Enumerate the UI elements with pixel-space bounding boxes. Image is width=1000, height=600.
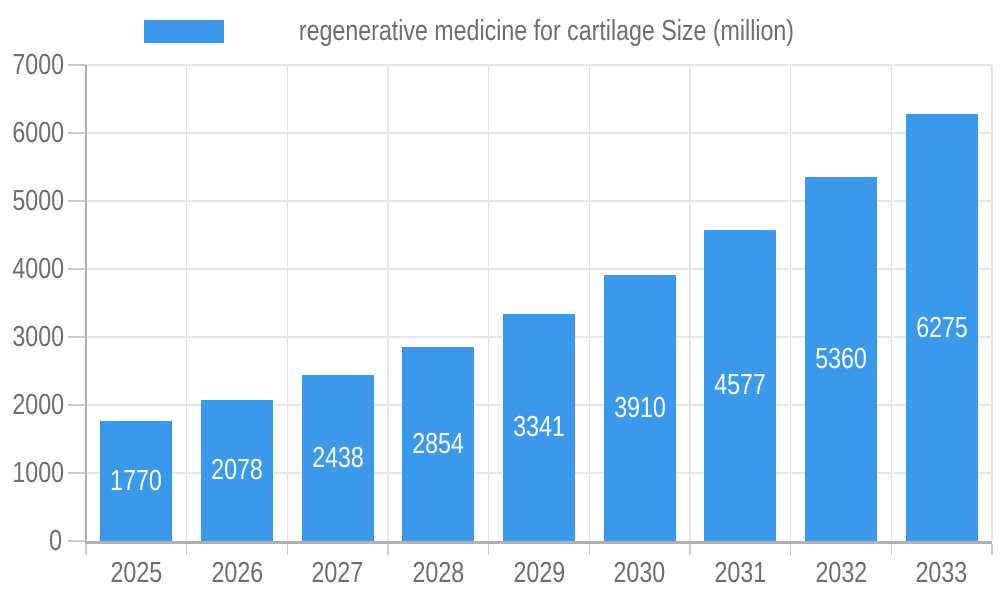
y-tick-mark <box>68 64 86 66</box>
bar-value-label: 4577 <box>714 369 767 402</box>
y-tick-mark <box>68 540 86 542</box>
x-gridline <box>185 65 188 541</box>
x-tick-mark <box>991 543 993 555</box>
x-tick-mark <box>487 543 490 555</box>
y-tick-label: 4000 <box>12 253 65 285</box>
bar[interactable] <box>301 375 374 541</box>
x-gridline <box>789 65 792 541</box>
x-tick-mark <box>890 543 893 555</box>
y-tick-label: 5000 <box>12 185 65 217</box>
y-tick-mark <box>68 472 86 474</box>
y-tick-mark <box>68 268 86 270</box>
x-tick-label: 2032 <box>815 557 867 589</box>
x-gridline <box>890 65 893 541</box>
x-axis-line <box>86 541 992 544</box>
x-tick-mark <box>789 543 792 555</box>
x-tick-mark <box>689 543 691 555</box>
bar-value-label: 3341 <box>513 411 565 444</box>
bar-value-label: 1770 <box>110 464 163 497</box>
y-axis-line <box>85 65 87 554</box>
y-gridline <box>86 200 992 202</box>
x-tick-label: 2030 <box>613 557 666 589</box>
bar[interactable] <box>402 346 475 541</box>
legend[interactable]: regenerative medicine for cartilage Size… <box>0 15 1000 47</box>
bar-value-label: 2854 <box>412 427 465 460</box>
bar[interactable] <box>905 114 978 541</box>
y-tick-label: 3000 <box>12 321 65 353</box>
y-tick-label: 1000 <box>12 457 65 489</box>
bar[interactable] <box>603 275 676 541</box>
legend-swatch-icon <box>144 20 225 43</box>
x-gridline <box>387 65 389 541</box>
x-tick-mark <box>185 543 188 555</box>
x-gridline <box>487 65 490 541</box>
y-tick-label: 6000 <box>12 117 65 149</box>
y-tick-mark <box>68 336 86 338</box>
y-tick-mark <box>68 200 86 202</box>
bar-value-label: 6275 <box>915 311 968 344</box>
bar[interactable] <box>805 176 877 541</box>
x-tick-label: 2025 <box>110 557 163 589</box>
x-tick-mark <box>588 543 591 555</box>
x-tick-mark <box>286 543 289 555</box>
bar[interactable] <box>503 313 575 541</box>
y-tick-mark <box>68 132 86 134</box>
bar-value-label: 3910 <box>613 392 666 425</box>
legend-label: regenerative medicine for cartilage Size… <box>298 15 795 47</box>
y-gridline <box>86 268 992 270</box>
x-tick-label: 2028 <box>412 557 465 589</box>
x-tick-mark <box>85 543 87 555</box>
x-gridline <box>588 65 591 541</box>
x-tick-label: 2026 <box>211 557 263 589</box>
x-gridline <box>689 65 691 541</box>
bar-value-label: 2438 <box>311 442 364 475</box>
bar[interactable] <box>201 399 273 541</box>
x-tick-label: 2031 <box>714 557 767 589</box>
y-tick-label: 2000 <box>12 389 65 421</box>
y-tick-mark <box>68 404 86 406</box>
y-gridline <box>86 64 992 66</box>
x-tick-label: 2029 <box>513 557 565 589</box>
x-tick-label: 2027 <box>311 557 364 589</box>
bar[interactable] <box>704 229 777 541</box>
x-gridline <box>286 65 289 541</box>
y-tick-label: 0 <box>49 525 62 557</box>
bar[interactable] <box>100 420 173 541</box>
x-tick-mark <box>387 543 389 555</box>
y-tick-label: 7000 <box>12 49 65 81</box>
x-gridline <box>991 65 993 541</box>
bar-value-label: 5360 <box>815 342 867 375</box>
bar-value-label: 2078 <box>211 454 263 487</box>
y-gridline <box>86 132 992 134</box>
x-tick-label: 2033 <box>915 557 968 589</box>
